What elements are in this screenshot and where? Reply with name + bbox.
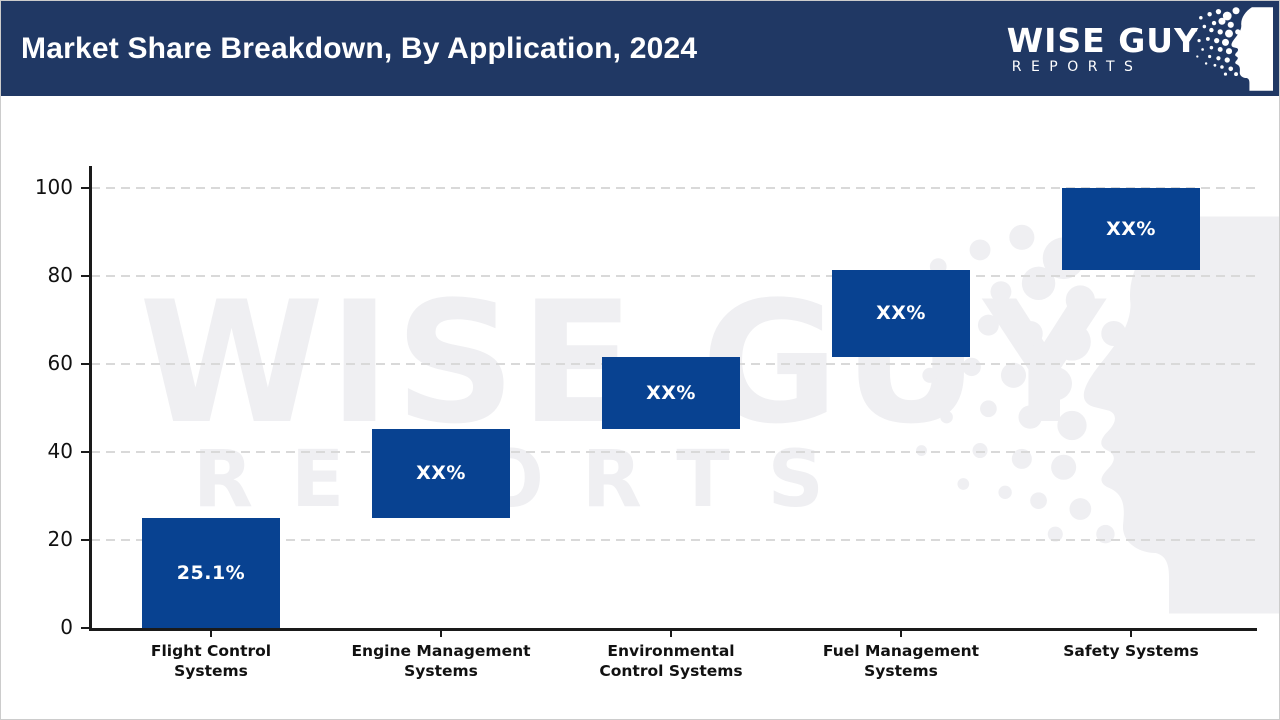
gridline-80 xyxy=(91,275,1257,277)
x-tick-mark-safety-systems xyxy=(1130,630,1132,637)
bar-environmental-control-systems: XX% xyxy=(602,356,740,430)
page-title: Market Share Breakdown, By Application, … xyxy=(21,31,698,65)
brand-logo-text: WISE GUY REPORTS xyxy=(1007,24,1199,74)
bar-value-label-safety-systems: XX% xyxy=(1106,217,1156,240)
y-tick-mark-60 xyxy=(81,363,90,365)
x-category-line: Flight Control xyxy=(150,642,272,660)
bar-value-label-engine-management-systems: XX% xyxy=(416,462,466,485)
y-tick-mark-80 xyxy=(81,275,90,277)
y-tick-mark-40 xyxy=(81,451,90,453)
brand-logo: WISE GUY REPORTS xyxy=(1007,5,1273,93)
x-category-line: Engine Management xyxy=(351,642,531,660)
bar-fuel-management-systems: XX% xyxy=(832,269,970,357)
bar-value-label-environmental-control-systems: XX% xyxy=(646,382,696,405)
brand-head-icon xyxy=(1193,7,1273,91)
brand-subtitle: REPORTS xyxy=(1011,59,1143,75)
x-category-label-safety-systems: Safety Systems xyxy=(1016,641,1246,661)
bar-value-label-fuel-management-systems: XX% xyxy=(876,302,926,325)
y-tick-label-60: 60 xyxy=(47,351,73,375)
x-category-line: Environmental xyxy=(607,642,735,660)
y-tick-mark-0 xyxy=(81,627,90,629)
x-tick-mark-flight-control-systems xyxy=(210,630,212,637)
y-tick-mark-20 xyxy=(81,539,90,541)
plot-area: 0 20 40 60 80 100 25.1% Flight Control Systems XX… xyxy=(35,166,1257,680)
x-category-line: Systems xyxy=(404,662,478,681)
gridline-40 xyxy=(91,451,1257,453)
x-category-line: Safety Systems xyxy=(1063,642,1199,660)
y-tick-mark-100 xyxy=(81,187,90,189)
chart-header: Market Share Breakdown, By Application, … xyxy=(1,1,1279,96)
y-tick-label-40: 40 xyxy=(47,439,73,463)
gridline-100 xyxy=(91,187,1257,189)
bar-engine-management-systems: XX% xyxy=(372,429,510,518)
x-category-label-fuel-management-systems: Fuel Management Systems xyxy=(786,641,1016,682)
brand-name: WISE GUY xyxy=(1006,21,1199,60)
bar-value-label-flight-control-systems: 25.1% xyxy=(176,561,246,584)
bar-flight-control-systems: 25.1% xyxy=(142,517,280,628)
x-category-label-environmental-control-systems: Environmental Control Systems xyxy=(556,641,786,682)
x-category-line: Control Systems xyxy=(599,662,743,681)
x-category-line: Systems xyxy=(864,662,938,681)
bar-safety-systems: XX% xyxy=(1062,188,1200,270)
x-tick-mark-fuel-management-systems xyxy=(900,630,902,637)
gridline-20 xyxy=(91,539,1257,541)
x-tick-mark-environmental-control-systems xyxy=(670,630,672,637)
y-tick-label-80: 80 xyxy=(47,263,73,287)
x-category-label-engine-management-systems: Engine Management Systems xyxy=(326,641,556,682)
x-tick-mark-engine-management-systems xyxy=(440,630,442,637)
y-tick-label-100: 100 xyxy=(34,175,73,199)
y-axis-line xyxy=(89,166,92,630)
x-category-line: Fuel Management xyxy=(822,642,980,660)
y-tick-label-20: 20 xyxy=(47,527,73,551)
x-axis-line xyxy=(89,628,1257,631)
y-tick-label-0: 0 xyxy=(60,615,73,639)
x-category-label-flight-control-systems: Flight Control Systems xyxy=(96,641,326,682)
x-category-line: Systems xyxy=(174,662,248,681)
